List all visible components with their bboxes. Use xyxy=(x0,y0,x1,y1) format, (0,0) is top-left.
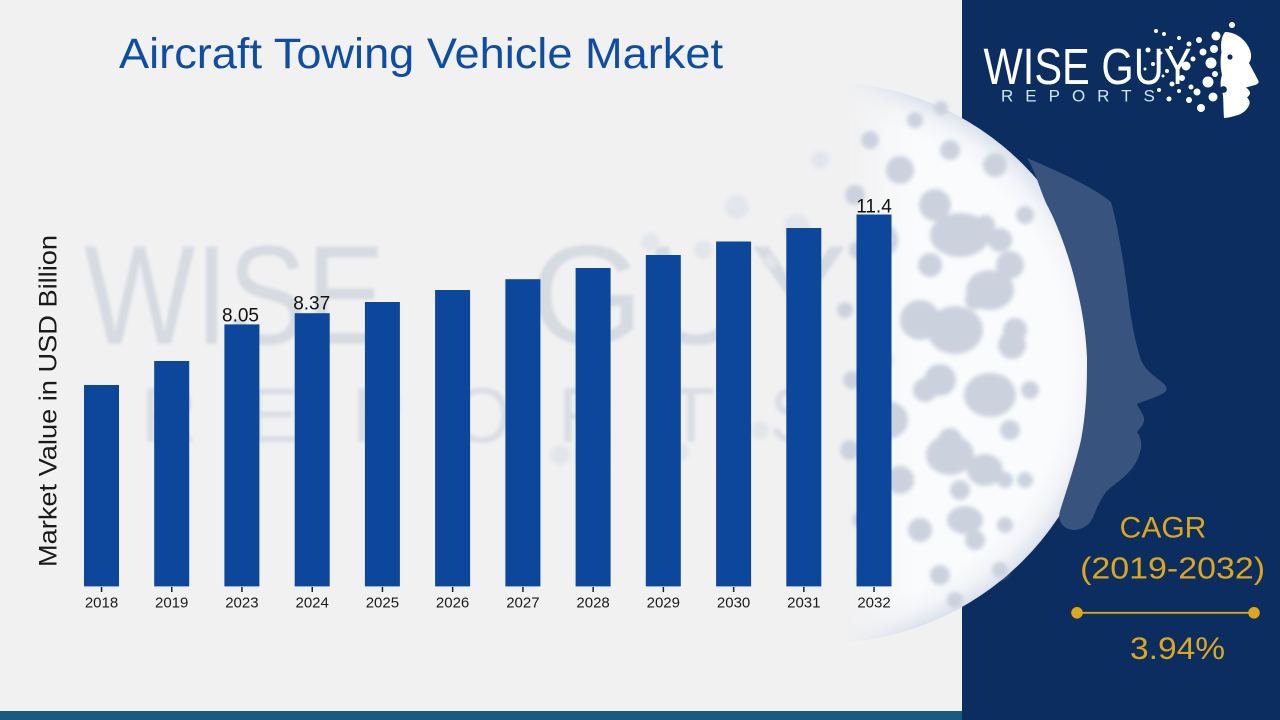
svg-text:2031: 2031 xyxy=(787,595,820,612)
svg-text:2018: 2018 xyxy=(85,595,118,612)
svg-text:2026: 2026 xyxy=(436,595,469,612)
svg-text:REPORTS: REPORTS xyxy=(1001,87,1167,106)
svg-text:Aircraft Towing Vehicle Market: Aircraft Towing Vehicle Market xyxy=(119,30,723,78)
svg-text:11.4: 11.4 xyxy=(856,197,892,218)
svg-text:2025: 2025 xyxy=(366,595,399,612)
svg-text:2023: 2023 xyxy=(225,595,258,612)
svg-text:2028: 2028 xyxy=(576,595,609,612)
svg-text:3.94%: 3.94% xyxy=(1130,630,1225,666)
svg-text:2030: 2030 xyxy=(717,595,750,612)
svg-text:2029: 2029 xyxy=(647,595,680,612)
svg-text:Market Value in USD Billion: Market Value in USD Billion xyxy=(35,235,63,567)
svg-text:2027: 2027 xyxy=(506,595,539,612)
svg-text:2032: 2032 xyxy=(857,595,890,612)
svg-text:(2019-2032): (2019-2032) xyxy=(1080,550,1265,585)
svg-text:2024: 2024 xyxy=(296,595,329,612)
svg-text:WISE GUY: WISE GUY xyxy=(984,38,1192,95)
svg-text:2019: 2019 xyxy=(155,595,188,612)
svg-text:8.37: 8.37 xyxy=(293,293,330,314)
svg-text:8.05: 8.05 xyxy=(222,306,259,327)
svg-text:CAGR: CAGR xyxy=(1120,512,1207,545)
